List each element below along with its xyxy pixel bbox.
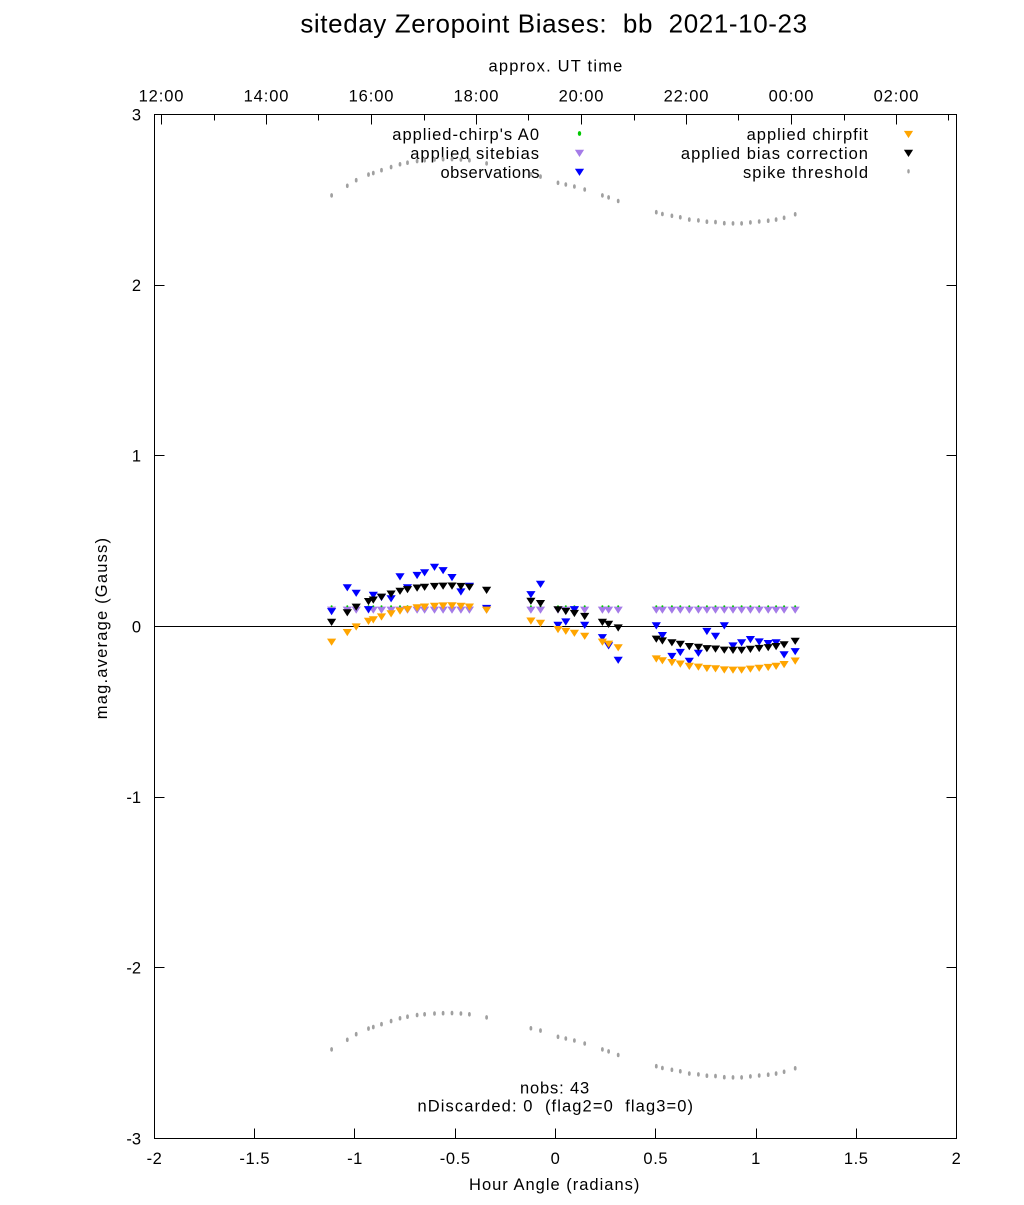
svg-text:18:00: 18:00	[454, 88, 500, 106]
svg-text:00:00: 00:00	[769, 88, 815, 106]
svg-text:mag.average (Gauss): mag.average (Gauss)	[93, 537, 111, 719]
svg-text:applied bias correction: applied bias correction	[681, 145, 869, 163]
svg-text:applied chirpfit: applied chirpfit	[747, 126, 869, 144]
svg-text:observations: observations	[440, 164, 540, 182]
svg-text:-1: -1	[126, 789, 141, 807]
svg-text:22:00: 22:00	[664, 88, 710, 106]
svg-text:0: 0	[132, 618, 141, 636]
svg-text:siteday Zeropoint Biases: bb: siteday Zeropoint Biases: bb 2021-10-23	[300, 9, 807, 39]
svg-text:nobs: 43: nobs: 43	[520, 1080, 590, 1098]
svg-text:applied sitebias: applied sitebias	[410, 145, 540, 163]
svg-text:0: 0	[551, 1150, 561, 1168]
svg-text:02:00: 02:00	[874, 88, 920, 106]
svg-text:20:00: 20:00	[559, 88, 605, 106]
svg-text:14:00: 14:00	[244, 88, 290, 106]
svg-text:-2: -2	[147, 1150, 163, 1168]
svg-text:approx. UT time: approx. UT time	[488, 58, 623, 76]
svg-text:-1: -1	[347, 1150, 363, 1168]
svg-text:applied-chirp's A0: applied-chirp's A0	[392, 126, 540, 144]
svg-text:3: 3	[132, 106, 141, 124]
svg-text:-3: -3	[126, 1130, 141, 1148]
svg-text:-0.5: -0.5	[440, 1150, 471, 1168]
svg-text:-2: -2	[126, 960, 141, 978]
svg-text:16:00: 16:00	[349, 88, 395, 106]
svg-text:-1.5: -1.5	[239, 1150, 270, 1168]
svg-text:2: 2	[132, 277, 141, 295]
svg-text:spike threshold: spike threshold	[743, 164, 869, 182]
svg-text:nDiscarded: 0 (flag2=0 flag3: nDiscarded: 0 (flag2=0 flag3=0)	[417, 1098, 694, 1116]
svg-text:12:00: 12:00	[139, 88, 185, 106]
svg-text:0.5: 0.5	[643, 1150, 668, 1168]
svg-text:2: 2	[952, 1150, 962, 1168]
svg-text:1: 1	[751, 1150, 761, 1168]
svg-text:1: 1	[132, 448, 141, 466]
svg-text:Hour Angle (radians): Hour Angle (radians)	[469, 1176, 640, 1194]
svg-text:1.5: 1.5	[844, 1150, 869, 1168]
